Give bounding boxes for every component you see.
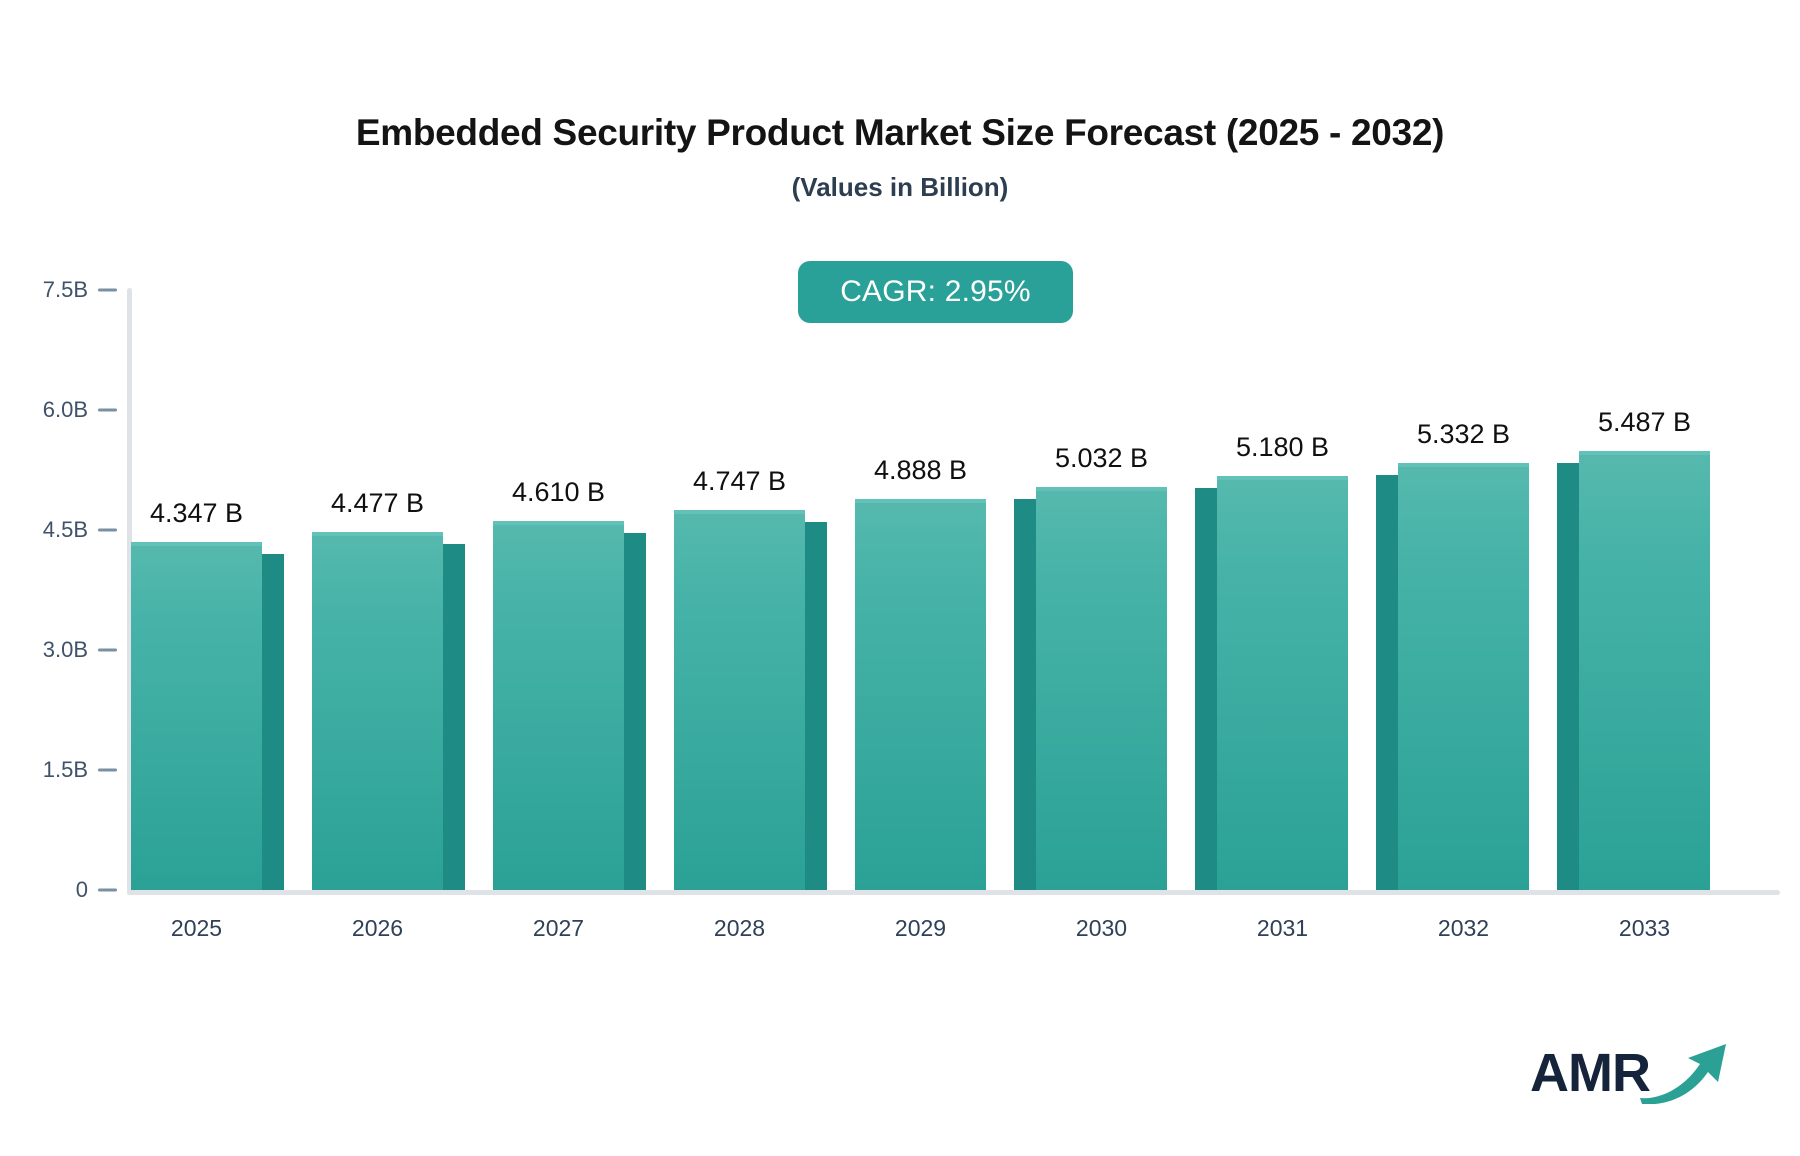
bar[interactable] (855, 498, 986, 890)
bar-side-face (443, 543, 465, 890)
bar-front-face (1398, 463, 1529, 890)
y-axis-tick-label: 0 (75, 877, 88, 902)
bar-value-label: 5.032 B (1054, 443, 1149, 474)
bar-side-face (262, 554, 284, 890)
bar-top-highlight (493, 521, 624, 526)
bar-side-face (1014, 499, 1036, 890)
bar-value-label: 5.180 B (1235, 431, 1330, 462)
bar-top-highlight (312, 531, 443, 536)
x-axis-tick-label: 2025 (170, 915, 223, 941)
y-axis-tick-label: 4.5B (42, 517, 88, 542)
bar[interactable] (493, 521, 646, 890)
bar[interactable] (312, 531, 465, 890)
bar-front-face (312, 531, 443, 890)
bar-top-highlight (1036, 487, 1167, 492)
bar-value-label: 5.487 B (1597, 407, 1692, 438)
bar[interactable] (1195, 475, 1348, 890)
bar[interactable] (674, 510, 827, 890)
y-axis-tick-label: 1.5B (42, 757, 88, 782)
bar-front-face (1579, 451, 1710, 890)
bar-value-label: 4.347 B (149, 498, 244, 529)
x-axis-tick-label: 2030 (1075, 915, 1128, 941)
amr-logo: AMR (1530, 1040, 1726, 1112)
y-axis-tick-label: 7.5B (42, 277, 88, 302)
x-axis-tick-label: 2033 (1618, 915, 1671, 941)
bar-side-face (1195, 487, 1217, 890)
bar-front-face (493, 521, 624, 890)
bar[interactable] (1557, 451, 1710, 890)
y-axis-tick (98, 408, 117, 412)
y-axis-tick (98, 768, 117, 772)
bar[interactable] (131, 542, 284, 890)
bar-top-highlight (1579, 451, 1710, 456)
x-axis-tick-label: 2032 (1437, 915, 1490, 941)
y-axis-tick (98, 888, 117, 892)
y-axis-tick (98, 648, 117, 652)
growth-arrow-icon (1640, 1044, 1726, 1104)
bar-top-highlight (131, 542, 262, 547)
cagr-badge: CAGR: 2.95% (798, 261, 1073, 323)
bar-side-face (1376, 475, 1398, 890)
y-axis-tick (98, 288, 117, 292)
y-axis-line (127, 288, 132, 895)
bar-front-face (131, 542, 262, 890)
x-axis-tick-label: 2031 (1256, 915, 1309, 941)
bar-side-face (1557, 463, 1579, 890)
bar-value-label: 5.332 B (1416, 419, 1511, 450)
x-axis-tick-label: 2027 (532, 915, 585, 941)
x-axis-tick-label: 2028 (713, 915, 766, 941)
bar-front-face (855, 498, 986, 890)
bar-top-highlight (855, 498, 986, 503)
bar-top-highlight (1398, 463, 1529, 468)
bar-value-label: 4.888 B (873, 454, 968, 485)
y-axis-tick (98, 528, 117, 532)
bar[interactable] (1376, 463, 1529, 890)
bar-value-label: 4.747 B (692, 466, 787, 497)
bar-front-face (1217, 475, 1348, 890)
page-title: Embedded Security Product Market Size Fo… (355, 112, 1445, 153)
x-axis-tick-label: 2026 (351, 915, 404, 941)
bar-side-face (624, 533, 646, 890)
y-axis-tick-label: 6.0B (42, 397, 88, 422)
bar-front-face (674, 510, 805, 890)
bar-value-label: 4.610 B (511, 477, 606, 508)
x-axis-tick-label: 2029 (894, 915, 947, 941)
cagr-badge-label: CAGR: 2.95% (840, 275, 1031, 308)
bar-top-highlight (674, 510, 805, 515)
bar-side-face (805, 522, 827, 890)
bar-top-highlight (1217, 475, 1348, 480)
y-axis-tick-label: 3.0B (42, 637, 88, 662)
bar-front-face (1036, 487, 1167, 890)
amr-logo-text: AMR (1530, 1043, 1651, 1103)
x-axis-line (127, 890, 1780, 895)
chart-subtitle: (Values in Billion) (791, 172, 1009, 202)
bar-value-label: 4.477 B (330, 487, 425, 518)
bar[interactable] (1014, 487, 1167, 890)
